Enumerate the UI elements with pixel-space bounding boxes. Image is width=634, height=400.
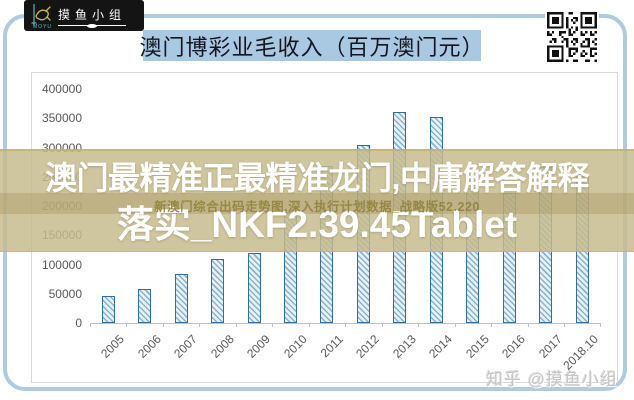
x-tick-label: 2009: [244, 332, 273, 361]
overlay-banner: 澳门最精准正最精准龙门,中庸解答解释 落实_NKF2.39.45Tablet 新…: [0, 149, 634, 252]
axis-tick: [345, 323, 347, 327]
logo-subtitle: MOYU: [33, 24, 52, 30]
axis-tick: [418, 323, 420, 327]
y-tick-label: 0: [75, 316, 82, 330]
x-tick-label: 2011: [317, 332, 346, 361]
x-tick-label: 2016: [499, 332, 529, 361]
axis-tick: [600, 323, 602, 327]
x-tick-label: 2014: [426, 332, 456, 361]
bar-2009: [247, 252, 261, 323]
logo-badge: 摸鱼小组 MOYU: [24, 0, 144, 31]
watermark: 知乎 @摸鱼小组: [486, 370, 618, 389]
logo-brand: 摸鱼小组: [58, 6, 127, 28]
axis-tick: [308, 323, 310, 327]
qr-code: [545, 10, 599, 64]
overlay-line1: 澳门最精准正最精准龙门,中庸解答解释: [45, 160, 589, 196]
axis-tick: [381, 323, 383, 327]
axis-tick: [126, 323, 128, 327]
x-tick-label: 2010: [280, 332, 310, 361]
axis-tick: [272, 323, 274, 327]
x-tick-label: 2017: [535, 332, 565, 361]
overlay-band: [0, 193, 634, 214]
axis-tick: [162, 323, 164, 327]
x-tick-label: 2012: [353, 332, 383, 361]
y-tick-label: 100000: [41, 257, 82, 272]
bar-2005: [101, 295, 115, 323]
x-tick-label: 2015: [462, 332, 492, 361]
bar-2007: [174, 273, 188, 323]
x-tick-label: 2005: [98, 332, 128, 361]
x-tick-label: 2008: [207, 332, 237, 361]
x-tick-label: 2013: [390, 332, 419, 361]
axis-tick: [563, 323, 565, 327]
x-tick-label: 2006: [134, 332, 164, 361]
x-tick-label: 2007: [171, 332, 201, 361]
page-title: 澳门博彩业毛收入（百万澳门元）: [139, 34, 485, 60]
y-tick-label: 50000: [48, 286, 82, 301]
axis-tick: [527, 323, 529, 327]
axis-tick: [454, 323, 456, 327]
axis-tick: [235, 323, 237, 327]
y-tick-label: 400000: [41, 82, 82, 96]
fish-icon: [31, 3, 51, 26]
axis-tick: [491, 323, 493, 327]
overlay-band-text: 新澳门综合出码走势图,深入执行计划数据_战略版52.220: [154, 200, 480, 214]
bar-2008: [211, 258, 225, 323]
axis-tick: [199, 323, 201, 327]
overlay-line2: 落实_NKF2.39.45Tablet: [116, 204, 518, 245]
qr-code-pattern: [547, 12, 597, 62]
bar-2006: [138, 289, 152, 323]
axis-tick: [90, 323, 91, 327]
title-highlight: 澳门博彩业毛收入（百万澳门元）: [140, 30, 484, 61]
y-tick-label: 350000: [41, 111, 82, 126]
